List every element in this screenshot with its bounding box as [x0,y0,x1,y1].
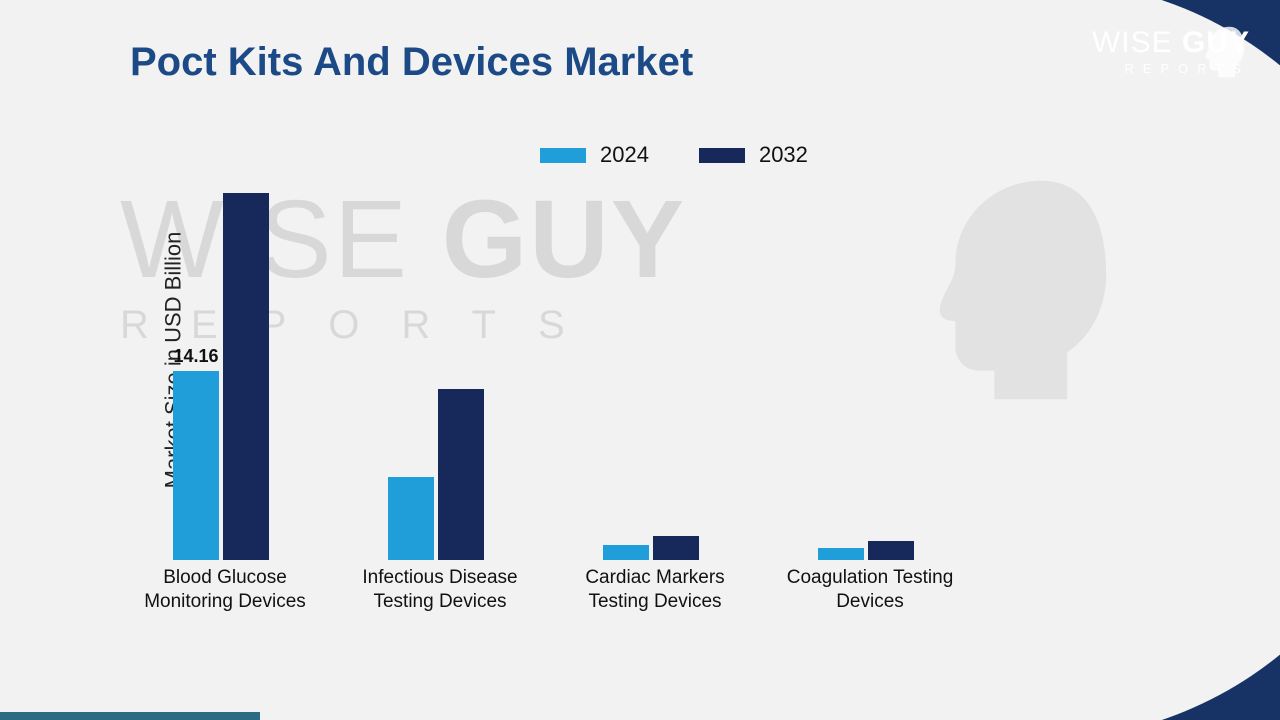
chart-canvas: WISE GUY REPORTS WISE GUY REPORTS Poct K… [0,0,1280,720]
bottom-accent-bar [0,712,260,720]
brand-word-1: WISE [1092,26,1173,59]
bar-value-label: 14.16 [173,346,218,367]
bar-2024 [388,477,434,560]
brand-head-icon [1192,22,1252,82]
bar-2032 [223,193,269,560]
category-label: Infectious Disease Testing Devices [350,566,530,614]
chart-title: Poct Kits And Devices Market [130,40,693,85]
plot-area: 14.16Blood Glucose Monitoring DevicesInf… [115,160,975,560]
category-label: Coagulation Testing Devices [780,566,960,614]
category-label: Cardiac Markers Testing Devices [565,566,745,614]
bar-2024 [818,548,864,560]
right-panel [960,0,1280,720]
bar-2032 [438,389,484,560]
bar-2032 [653,536,699,560]
chart-area: Market Size in USD Billion 14.16Blood Gl… [105,160,975,560]
category-label: Blood Glucose Monitoring Devices [135,566,315,614]
bar-2024 [603,545,649,560]
bar-2032 [868,541,914,560]
brand-logo: WISE GUY REPORTS [1092,28,1250,75]
bar-2024: 14.16 [173,371,219,560]
